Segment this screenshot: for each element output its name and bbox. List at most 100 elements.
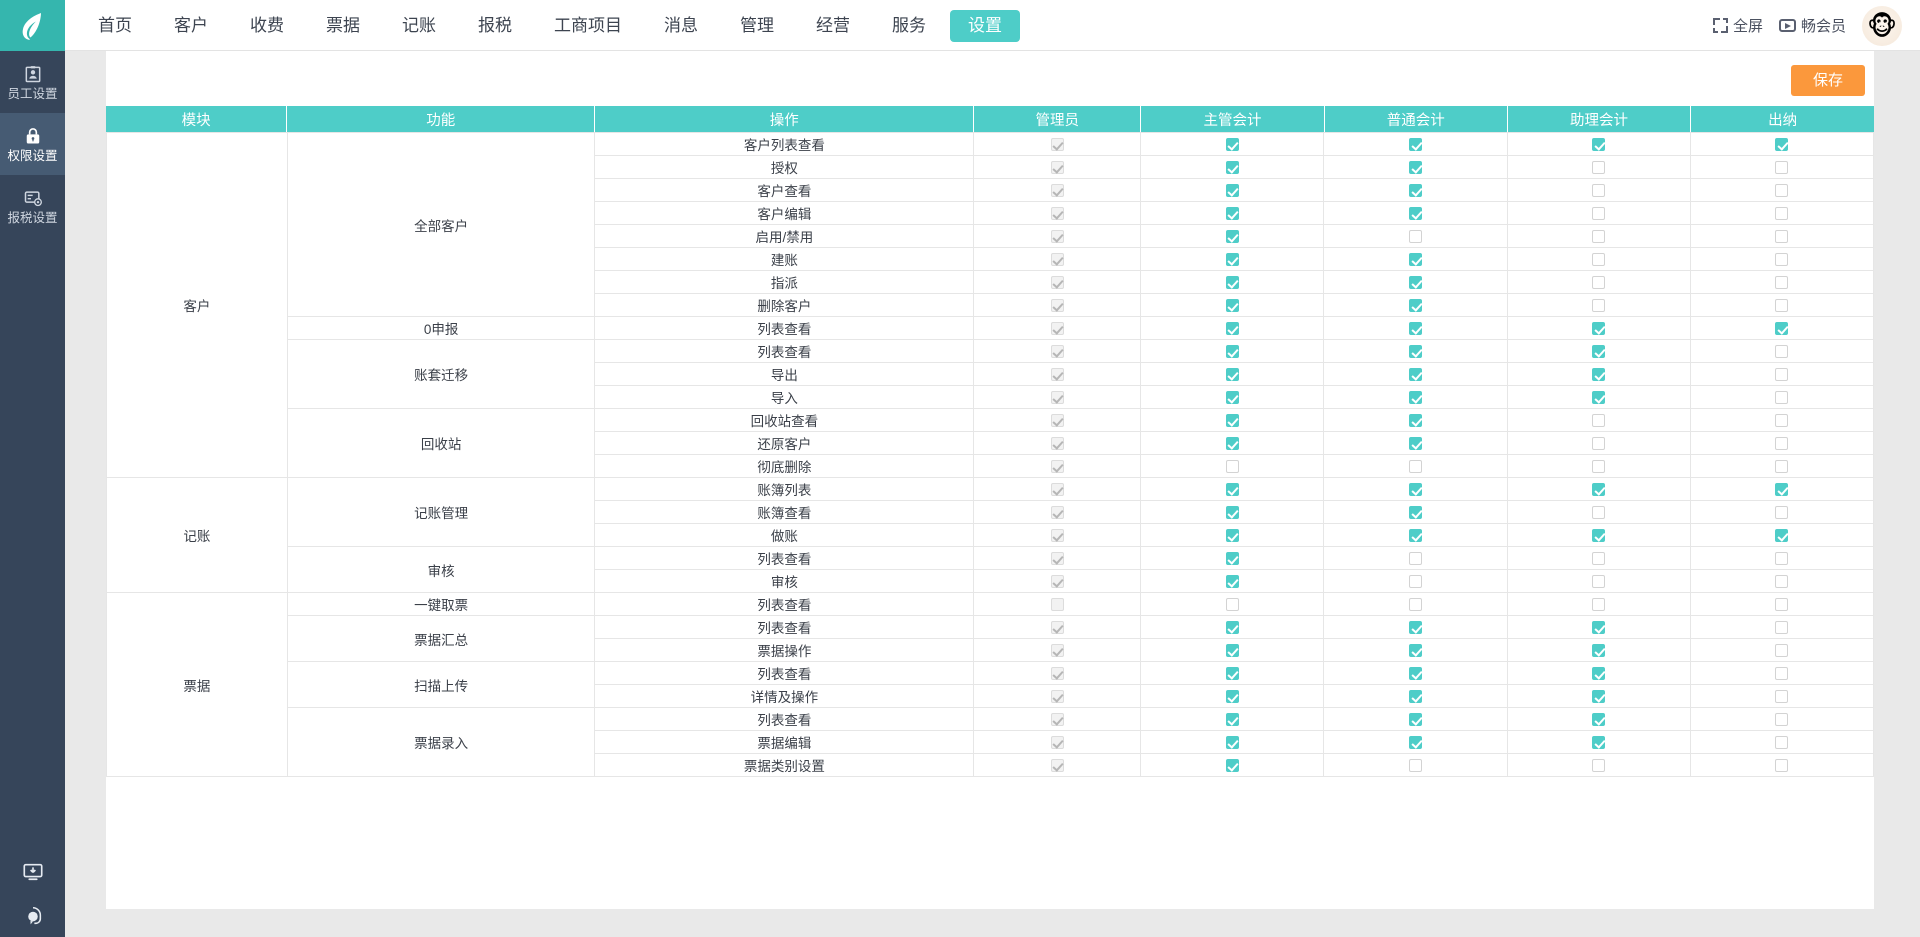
permission-checkbox-cashier[interactable] [1775,391,1789,405]
permission-checkbox-accountant[interactable] [1409,391,1422,405]
permission-checkbox-chief-accountant[interactable] [1225,759,1239,773]
permission-checkbox-chief-accountant[interactable] [1225,161,1239,175]
permission-checkbox-chief-accountant[interactable] [1225,483,1239,497]
permission-checkbox-accountant[interactable] [1409,322,1422,336]
permission-checkbox-cashier[interactable] [1775,368,1789,382]
permission-checkbox-chief-accountant[interactable] [1225,713,1239,727]
permission-checkbox-chief-accountant[interactable] [1225,598,1239,612]
permission-checkbox-assistant-accountant[interactable] [1592,138,1606,152]
permission-checkbox-assistant-accountant[interactable] [1592,552,1606,566]
nav-item-1[interactable]: 客户 [174,15,208,35]
nav-item-7[interactable]: 消息 [664,15,698,35]
permission-checkbox-accountant[interactable] [1409,644,1422,658]
permission-checkbox-cashier[interactable] [1775,667,1789,681]
permission-checkbox-accountant[interactable] [1409,414,1422,428]
permission-checkbox-assistant-accountant[interactable] [1592,506,1606,520]
permission-checkbox-chief-accountant[interactable] [1225,391,1239,405]
permission-checkbox-cashier[interactable] [1775,437,1789,451]
nav-item-10[interactable]: 服务 [892,15,926,35]
permission-checkbox-accountant[interactable] [1409,161,1422,175]
permission-checkbox-assistant-accountant[interactable] [1592,368,1606,382]
nav-item-6[interactable]: 工商项目 [554,15,622,35]
permission-checkbox-assistant-accountant[interactable] [1592,414,1606,428]
permission-checkbox-accountant[interactable] [1409,138,1422,152]
save-button[interactable]: 保存 [1790,65,1865,96]
permission-checkbox-cashier[interactable] [1775,207,1789,221]
permission-checkbox-assistant-accountant[interactable] [1592,207,1606,221]
permission-checkbox-assistant-accountant[interactable] [1592,391,1606,405]
permission-checkbox-assistant-accountant[interactable] [1592,230,1606,244]
permission-checkbox-assistant-accountant[interactable] [1592,437,1606,451]
permission-checkbox-accountant[interactable] [1409,552,1422,566]
nav-item-2[interactable]: 收费 [250,15,284,35]
permission-checkbox-chief-accountant[interactable] [1225,575,1239,589]
permission-checkbox-accountant[interactable] [1409,230,1422,244]
permission-checkbox-assistant-accountant[interactable] [1592,644,1606,658]
permission-checkbox-cashier[interactable] [1775,483,1789,497]
nav-item-0[interactable]: 首页 [98,15,132,35]
permission-checkbox-cashier[interactable] [1775,230,1789,244]
avatar[interactable]: 🐵 [1862,5,1902,46]
permission-checkbox-accountant[interactable] [1409,736,1422,750]
permission-checkbox-assistant-accountant[interactable] [1592,276,1606,290]
permission-checkbox-chief-accountant[interactable] [1225,552,1239,566]
permission-checkbox-cashier[interactable] [1775,621,1789,635]
permission-checkbox-chief-accountant[interactable] [1225,506,1239,520]
permission-checkbox-cashier[interactable] [1775,644,1789,658]
permission-checkbox-chief-accountant[interactable] [1225,230,1239,244]
permission-checkbox-cashier[interactable] [1775,506,1789,520]
permission-checkbox-cashier[interactable] [1775,138,1789,152]
permission-checkbox-cashier[interactable] [1775,690,1789,704]
permission-checkbox-chief-accountant[interactable] [1225,299,1239,313]
permission-checkbox-accountant[interactable] [1409,460,1422,474]
permission-checkbox-chief-accountant[interactable] [1225,621,1239,635]
permission-checkbox-chief-accountant[interactable] [1225,184,1239,198]
permission-checkbox-assistant-accountant[interactable] [1592,253,1606,267]
permission-checkbox-cashier[interactable] [1775,414,1789,428]
permission-checkbox-accountant[interactable] [1409,437,1422,451]
permission-checkbox-chief-accountant[interactable] [1225,207,1239,221]
permission-checkbox-assistant-accountant[interactable] [1592,667,1606,681]
permission-checkbox-assistant-accountant[interactable] [1592,736,1606,750]
nav-item-5[interactable]: 报税 [478,15,512,35]
permission-checkbox-accountant[interactable] [1409,690,1422,704]
permission-checkbox-chief-accountant[interactable] [1225,368,1239,382]
permission-checkbox-cashier[interactable] [1775,299,1789,313]
permission-checkbox-accountant[interactable] [1409,713,1422,727]
permission-checkbox-accountant[interactable] [1409,207,1422,221]
permission-checkbox-cashier[interactable] [1775,736,1789,750]
permission-checkbox-chief-accountant[interactable] [1225,322,1239,336]
permission-checkbox-accountant[interactable] [1409,598,1422,612]
permission-checkbox-assistant-accountant[interactable] [1592,299,1606,313]
permission-checkbox-accountant[interactable] [1409,299,1422,313]
permission-checkbox-accountant[interactable] [1409,345,1422,359]
permission-checkbox-accountant[interactable] [1409,759,1422,773]
permission-checkbox-assistant-accountant[interactable] [1592,759,1606,773]
nav-item-settings[interactable]: 设置 [950,9,1020,42]
headset-support-icon[interactable] [22,905,44,927]
permission-checkbox-assistant-accountant[interactable] [1592,184,1606,198]
permission-checkbox-cashier[interactable] [1775,161,1789,175]
permission-checkbox-cashier[interactable] [1775,184,1789,198]
permission-checkbox-cashier[interactable] [1775,598,1789,612]
permission-checkbox-accountant[interactable] [1409,483,1422,497]
permission-checkbox-accountant[interactable] [1409,529,1422,543]
permission-checkbox-accountant[interactable] [1409,276,1422,290]
nav-item-8[interactable]: 管理 [740,15,774,35]
permission-checkbox-chief-accountant[interactable] [1225,736,1239,750]
permission-checkbox-chief-accountant[interactable] [1225,138,1239,152]
permission-checkbox-assistant-accountant[interactable] [1592,460,1606,474]
nav-item-3[interactable]: 票据 [326,15,360,35]
permission-checkbox-assistant-accountant[interactable] [1592,161,1606,175]
permission-checkbox-chief-accountant[interactable] [1225,644,1239,658]
permission-checkbox-chief-accountant[interactable] [1225,690,1239,704]
permission-checkbox-assistant-accountant[interactable] [1592,529,1606,543]
permission-checkbox-accountant[interactable] [1409,184,1422,198]
permission-checkbox-cashier[interactable] [1775,253,1789,267]
sidebar-item-tax-settings[interactable]: 报税设置 [0,175,65,237]
permission-checkbox-assistant-accountant[interactable] [1592,575,1606,589]
permission-checkbox-cashier[interactable] [1775,345,1789,359]
permission-checkbox-chief-accountant[interactable] [1225,667,1239,681]
nav-item-9[interactable]: 经营 [816,15,850,35]
permission-checkbox-accountant[interactable] [1409,253,1422,267]
